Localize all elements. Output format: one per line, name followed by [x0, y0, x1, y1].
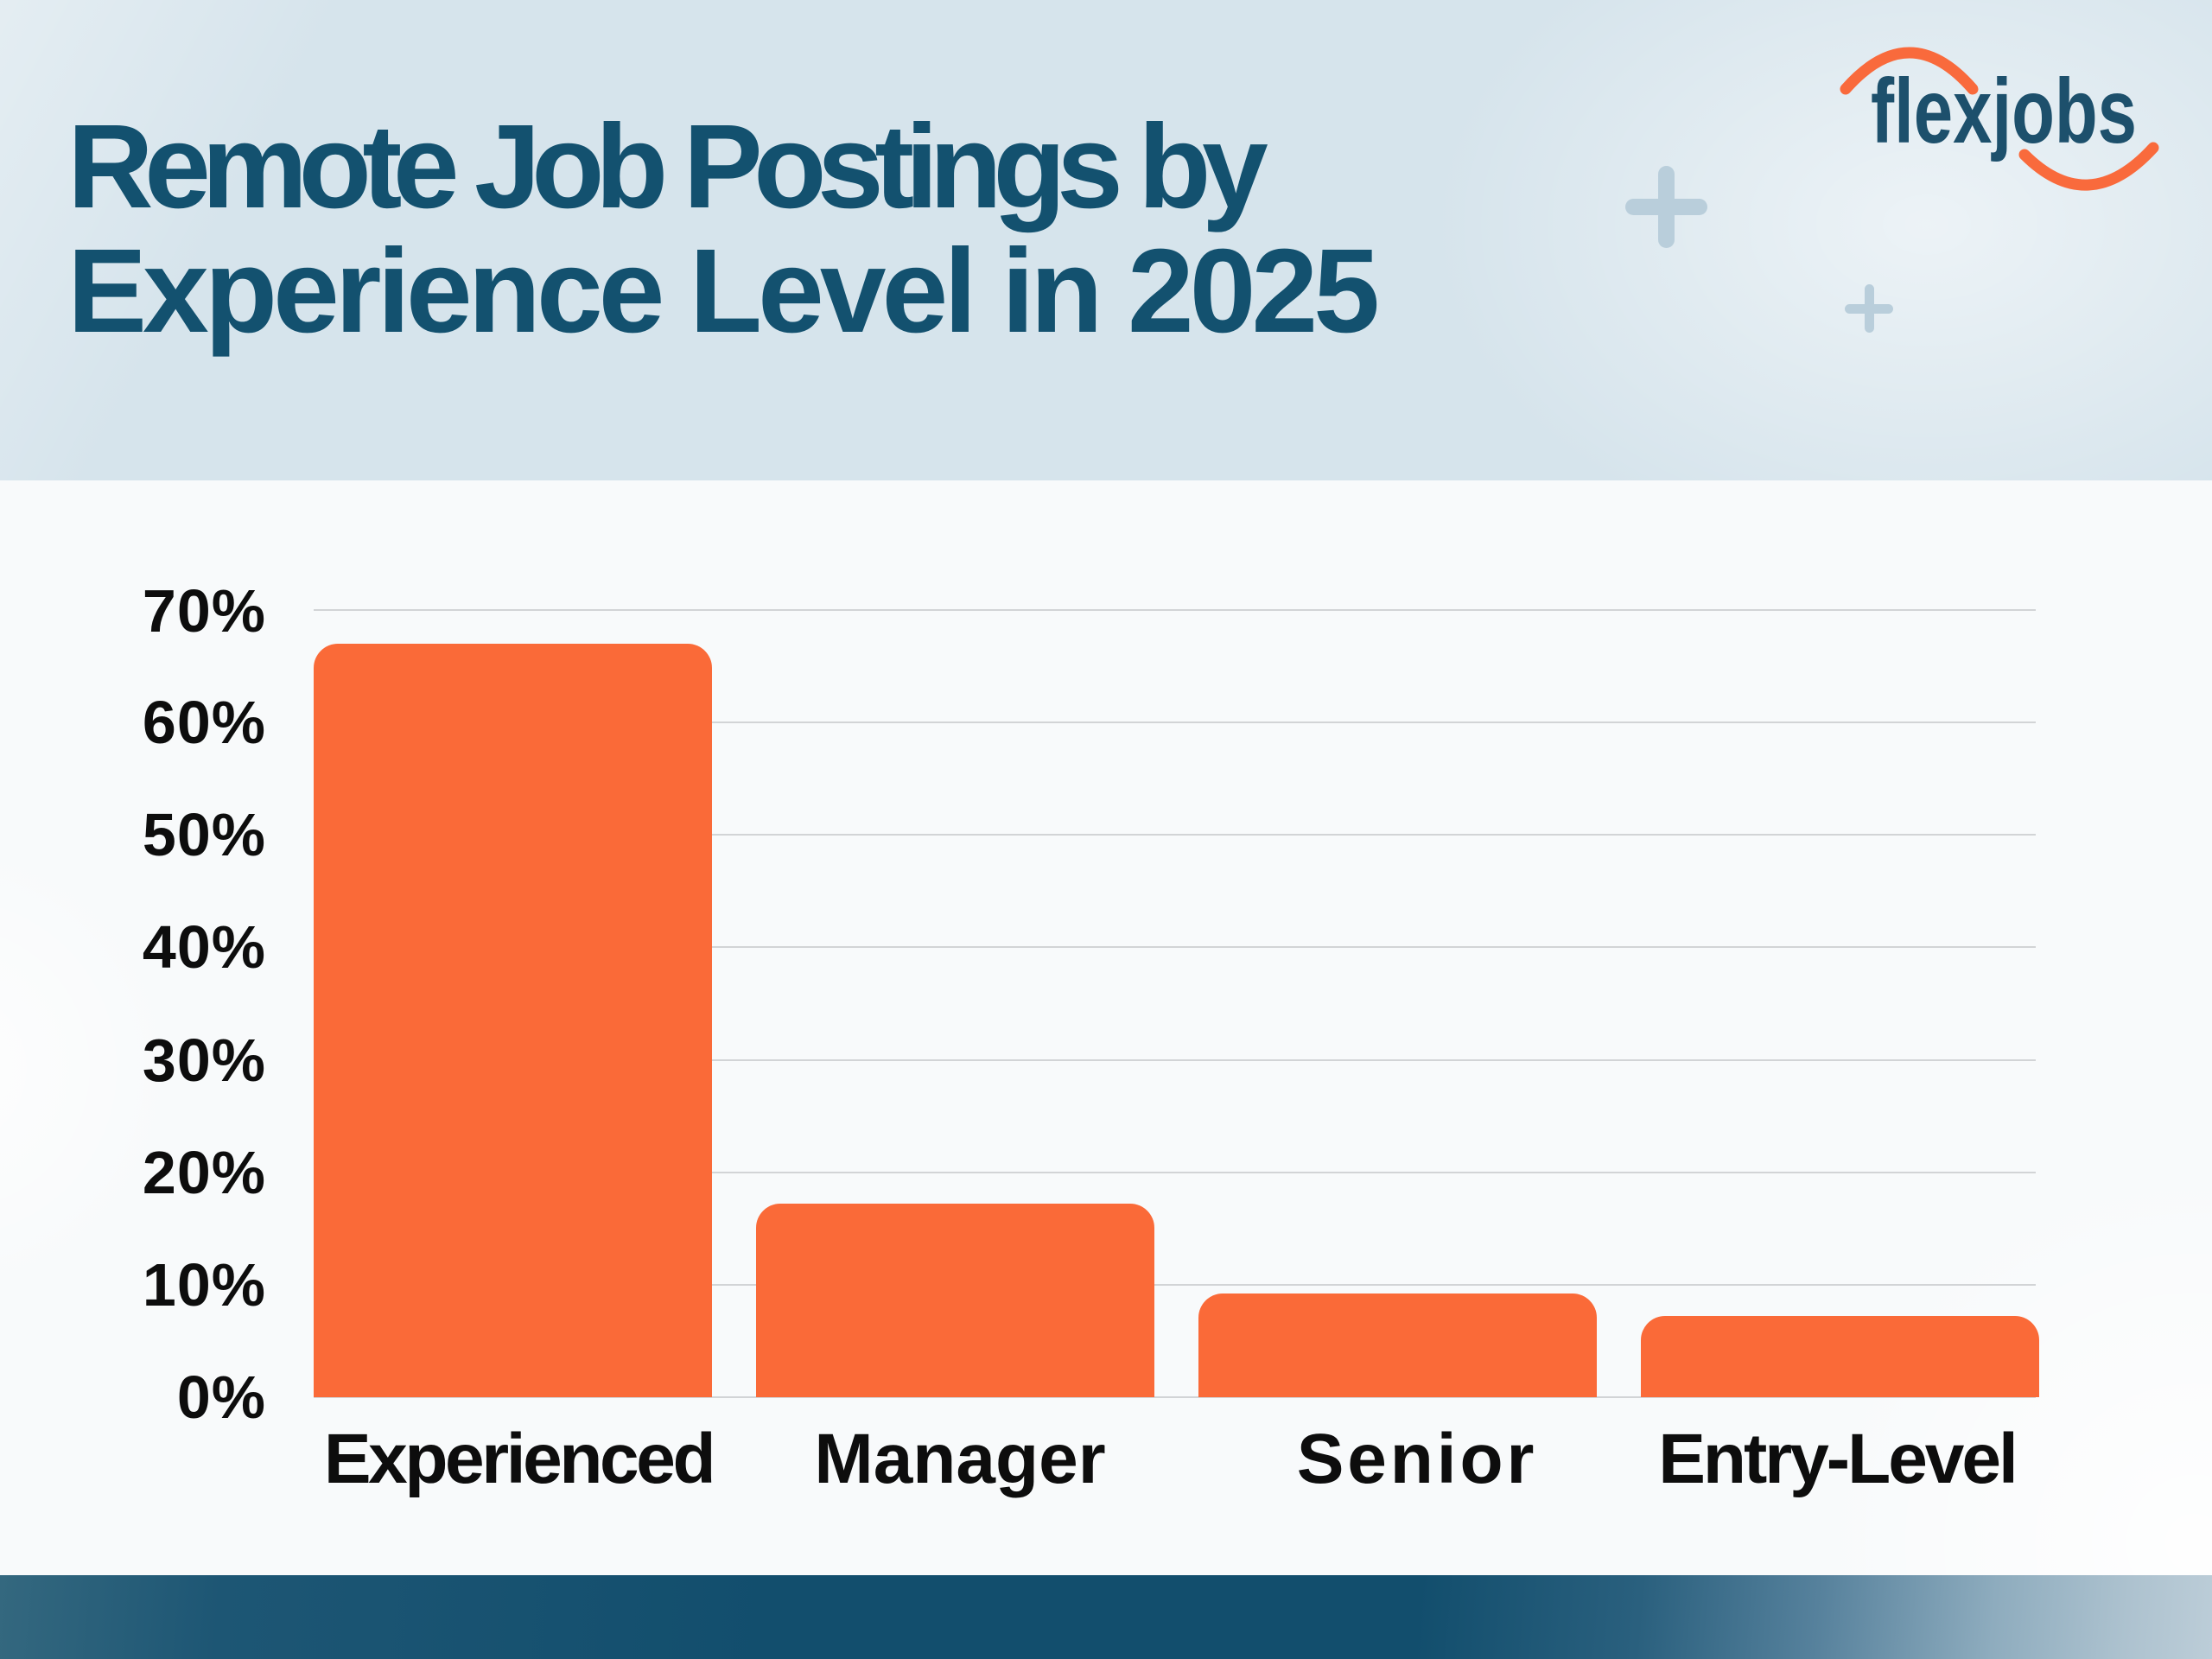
svg-text:flexjobs: flexjobs — [1871, 60, 2137, 162]
